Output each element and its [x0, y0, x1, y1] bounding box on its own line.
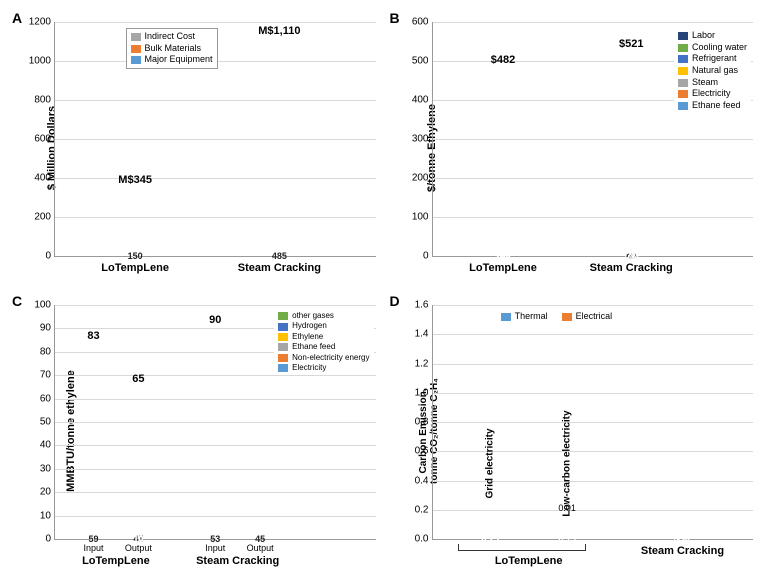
panel-b-chart: 0100200300400500600LoTempLene2631495810$…	[432, 22, 754, 257]
panel-c: C MMBTU/tonne ethylene 01020304050607080…	[8, 291, 382, 570]
panel-c-chart: 0102030405060708090100Input1775983Output…	[54, 305, 376, 540]
panel-b: B $/tonne Ethylene 0100200300400500600Lo…	[386, 8, 760, 287]
panel-d-label: D	[390, 293, 400, 309]
panel-a: A $ Million Dollars 02004006008001000120…	[8, 8, 382, 287]
panel-d: D Carbon Emission,tonne CO₂/tonne C₂H₄ 0…	[386, 291, 760, 570]
panel-c-label: C	[12, 293, 22, 309]
chart-grid: A $ Million Dollars 02004006008001000120…	[8, 8, 759, 570]
panel-a-label: A	[12, 10, 22, 26]
panel-a-chart: 020040060080010001200LoTempLene10095150M…	[54, 22, 376, 257]
panel-b-label: B	[390, 10, 400, 26]
panel-d-chart: 0.00.20.40.60.81.01.21.41.60.150.25Grid …	[432, 305, 754, 540]
